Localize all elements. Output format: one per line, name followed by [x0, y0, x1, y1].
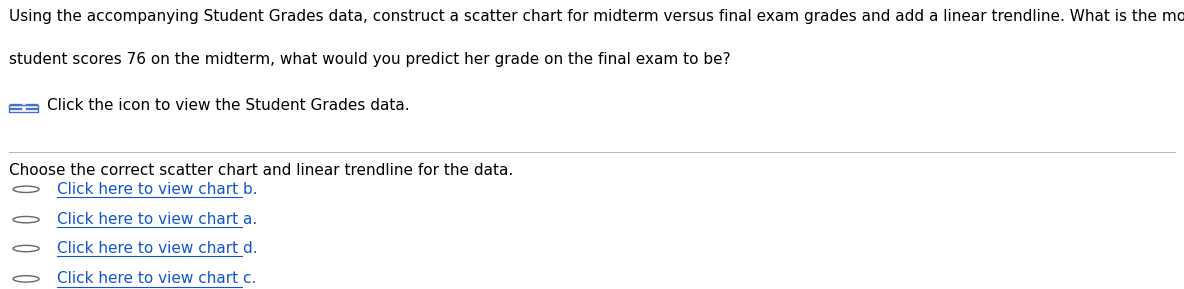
Text: Click here to view chart d.: Click here to view chart d.	[57, 241, 257, 256]
Circle shape	[13, 186, 39, 192]
FancyBboxPatch shape	[25, 107, 38, 110]
Text: Choose the correct scatter chart and linear trendline for the data.: Choose the correct scatter chart and lin…	[9, 163, 514, 178]
Text: Click here to view chart b.: Click here to view chart b.	[57, 182, 257, 197]
Text: Click here to view chart c.: Click here to view chart c.	[57, 271, 256, 286]
FancyBboxPatch shape	[9, 103, 22, 106]
Circle shape	[13, 276, 39, 282]
Text: student scores 76 on the midterm, what would you predict her grade on the final : student scores 76 on the midterm, what w…	[9, 52, 731, 67]
Text: Click here to view chart a.: Click here to view chart a.	[57, 212, 257, 227]
Text: Click the icon to view the Student Grades data.: Click the icon to view the Student Grade…	[47, 98, 410, 113]
FancyBboxPatch shape	[25, 103, 38, 106]
Text: Using the accompanying Student Grades data, construct a scatter chart for midter: Using the accompanying Student Grades da…	[9, 9, 1184, 24]
Circle shape	[13, 245, 39, 252]
Circle shape	[13, 216, 39, 223]
FancyBboxPatch shape	[9, 107, 22, 110]
